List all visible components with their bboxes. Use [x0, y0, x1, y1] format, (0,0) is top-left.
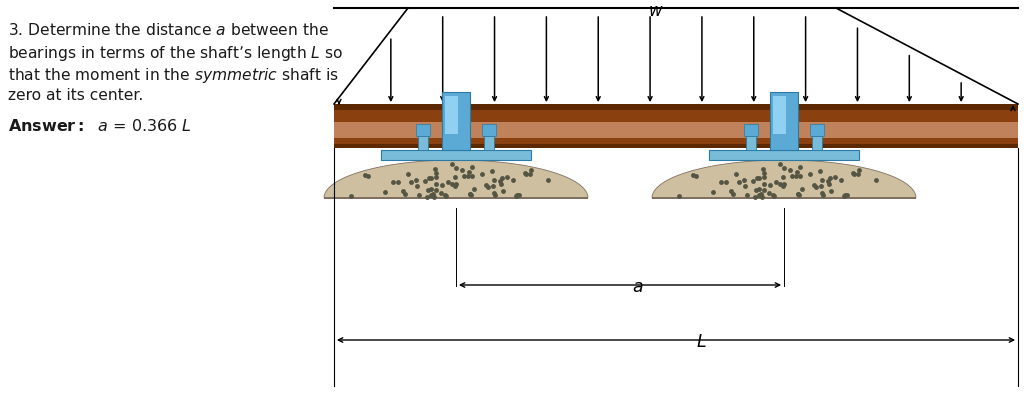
- Bar: [484, 136, 494, 150]
- Bar: [334, 144, 1018, 148]
- Text: 3. Determine the distance $a$ between the: 3. Determine the distance $a$ between th…: [8, 22, 329, 38]
- Bar: [770, 92, 798, 150]
- Bar: [334, 138, 1018, 144]
- Text: $a$: $a$: [632, 278, 643, 296]
- Bar: [773, 96, 785, 134]
- Bar: [442, 92, 470, 150]
- Bar: [418, 136, 428, 150]
- Bar: [445, 96, 458, 134]
- Text: $\bf{Answer:}$  $a$ = 0.366 $L$: $\bf{Answer:}$ $a$ = 0.366 $L$: [8, 118, 191, 134]
- Bar: [334, 130, 1018, 131]
- Bar: [812, 136, 822, 150]
- Text: zero at its center.: zero at its center.: [8, 88, 143, 103]
- Bar: [334, 104, 1018, 110]
- Polygon shape: [652, 160, 916, 198]
- Bar: [810, 124, 824, 136]
- Bar: [709, 150, 859, 160]
- Bar: [334, 122, 1018, 131]
- Text: bearings in terms of the shaft’s length $L$ so: bearings in terms of the shaft’s length …: [8, 44, 343, 63]
- Bar: [416, 124, 430, 136]
- Polygon shape: [324, 160, 588, 198]
- Text: $w$: $w$: [648, 2, 664, 20]
- Bar: [746, 136, 756, 150]
- Bar: [334, 130, 1018, 138]
- Text: $L$: $L$: [696, 333, 707, 351]
- Bar: [334, 110, 1018, 122]
- Bar: [482, 124, 496, 136]
- Bar: [381, 150, 531, 160]
- Text: that the moment in the $\it{symmetric}$ shaft is: that the moment in the $\it{symmetric}$ …: [8, 66, 339, 85]
- Bar: [744, 124, 758, 136]
